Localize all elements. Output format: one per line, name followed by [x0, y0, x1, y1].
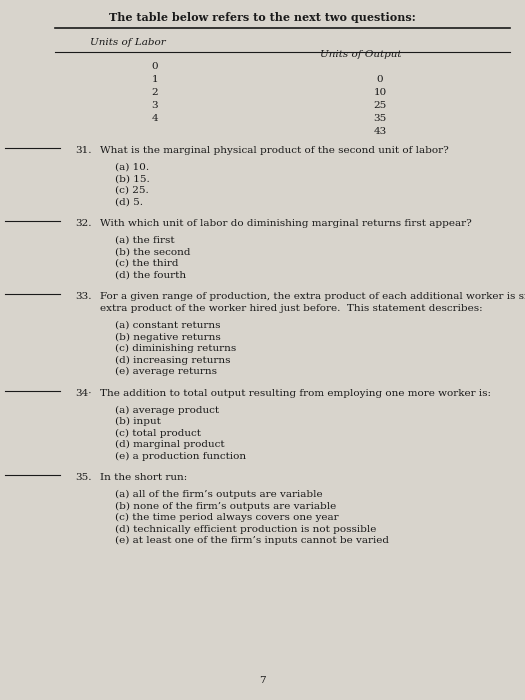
Text: (c) 25.: (c) 25.: [115, 186, 149, 195]
Text: 34·: 34·: [75, 389, 91, 398]
Text: 7: 7: [259, 676, 265, 685]
Text: The addition to total output resulting from employing one more worker is:: The addition to total output resulting f…: [100, 389, 491, 398]
Text: (e) a production function: (e) a production function: [115, 452, 246, 461]
Text: 33.: 33.: [75, 292, 91, 301]
Text: (e) average returns: (e) average returns: [115, 367, 217, 376]
Text: (d) marginal product: (d) marginal product: [115, 440, 225, 449]
Text: 2: 2: [152, 88, 159, 97]
Text: (c) total product: (c) total product: [115, 428, 201, 438]
Text: 3: 3: [152, 101, 159, 110]
Text: 1: 1: [152, 75, 159, 84]
Text: 31.: 31.: [75, 146, 91, 155]
Text: (c) the third: (c) the third: [115, 259, 178, 268]
Text: For a given range of production, the extra product of each additional worker is : For a given range of production, the ext…: [100, 292, 525, 301]
Text: 0: 0: [377, 75, 383, 84]
Text: (c) diminishing returns: (c) diminishing returns: [115, 344, 236, 353]
Text: (a) 10.: (a) 10.: [115, 163, 149, 172]
Text: With which unit of labor do diminishing marginal returns first appear?: With which unit of labor do diminishing …: [100, 219, 472, 228]
Text: 4: 4: [152, 114, 159, 123]
Text: (e) at least one of the firm’s inputs cannot be varied: (e) at least one of the firm’s inputs ca…: [115, 536, 389, 545]
Text: Units of Output: Units of Output: [320, 50, 402, 59]
Text: (d) the fourth: (d) the fourth: [115, 270, 186, 279]
Text: Units of Labor: Units of Labor: [90, 38, 166, 47]
Text: 43: 43: [373, 127, 386, 136]
Text: (a) constant returns: (a) constant returns: [115, 321, 220, 330]
Text: (b) 15.: (b) 15.: [115, 174, 150, 183]
Text: (d) 5.: (d) 5.: [115, 197, 143, 206]
Text: 32.: 32.: [75, 219, 91, 228]
Text: (b) negative returns: (b) negative returns: [115, 332, 220, 342]
Text: (c) the time period always covers one year: (c) the time period always covers one ye…: [115, 513, 339, 522]
Text: 35: 35: [373, 114, 386, 123]
Text: (d) increasing returns: (d) increasing returns: [115, 356, 230, 365]
Text: 25: 25: [373, 101, 386, 110]
Text: 10: 10: [373, 88, 386, 97]
Text: (b) input: (b) input: [115, 417, 161, 426]
Text: The table below refers to the next two questions:: The table below refers to the next two q…: [109, 12, 415, 23]
Text: (b) none of the firm’s outputs are variable: (b) none of the firm’s outputs are varia…: [115, 501, 336, 510]
Text: (a) all of the firm’s outputs are variable: (a) all of the firm’s outputs are variab…: [115, 490, 323, 499]
Text: 35.: 35.: [75, 473, 91, 482]
Text: (d) technically efficient production is not possible: (d) technically efficient production is …: [115, 524, 376, 533]
Text: (a) average product: (a) average product: [115, 405, 219, 414]
Text: (b) the second: (b) the second: [115, 248, 191, 256]
Text: extra product of the worker hired just before.  This statement describes:: extra product of the worker hired just b…: [100, 304, 482, 313]
Text: (a) the first: (a) the first: [115, 236, 175, 245]
Text: What is the marginal physical product of the second unit of labor?: What is the marginal physical product of…: [100, 146, 449, 155]
Text: In the short run:: In the short run:: [100, 473, 187, 482]
Text: 0: 0: [152, 62, 159, 71]
